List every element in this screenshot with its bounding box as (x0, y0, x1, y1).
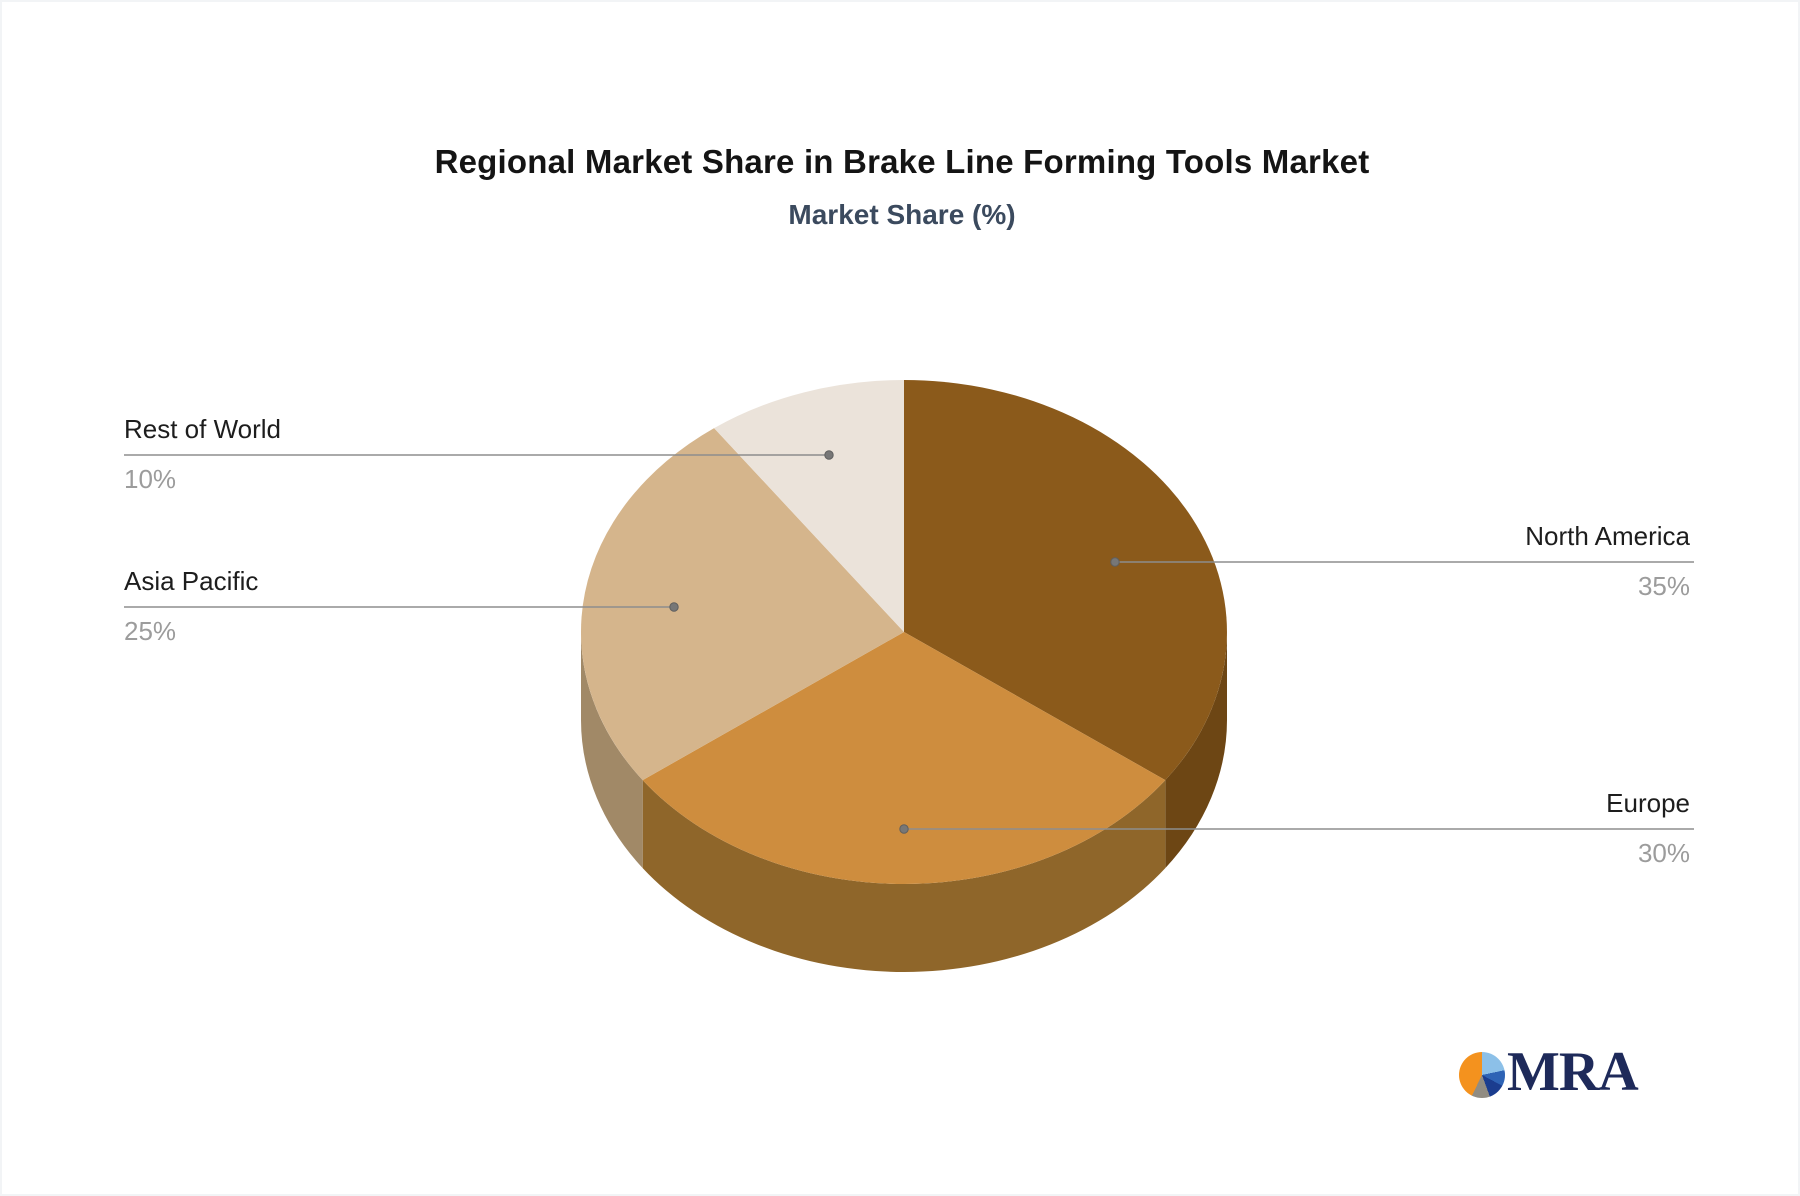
callout-label-asia-pacific: Asia Pacific (124, 566, 259, 596)
brand-logo-text: MRA (1507, 1041, 1639, 1103)
pie-logo-icon (1459, 1052, 1505, 1098)
chart-subtitle: Market Share (%) (788, 199, 1016, 230)
leader-dot-europe (899, 824, 909, 834)
pie-sides (581, 632, 1227, 972)
callout-pct-europe: 30% (1637, 838, 1690, 868)
pie-tops (580, 380, 1227, 884)
leader-dot-rest-of-world (824, 450, 834, 460)
leader-dot-north-america (1110, 557, 1120, 567)
pie-slice-rest-of-world[interactable] (714, 380, 904, 632)
callout-pct-asia-pacific: 25% (124, 616, 177, 646)
pie-slice-side-asia-pacific (581, 632, 643, 869)
leader-dot-asia-pacific (669, 602, 679, 612)
pie-slice-north-america[interactable] (904, 380, 1227, 781)
callout-pct-rest-of-world: 10% (124, 464, 177, 494)
callout-label-north-america: North America (1525, 521, 1690, 551)
pie-slice-side-north-america (1165, 632, 1227, 869)
chart-title: Regional Market Share in Brake Line Form… (434, 143, 1370, 180)
pie-slice-europe[interactable] (642, 632, 1166, 884)
pie-leader-lines (124, 450, 1694, 834)
callout-label-rest-of-world: Rest of World (124, 414, 282, 444)
callout-label-europe: Europe (1606, 788, 1690, 818)
pie-slice-asia-pacific[interactable] (580, 428, 904, 781)
pie-slice-side-europe (642, 780, 1166, 972)
brand-logo: MRA (1459, 1041, 1639, 1103)
callout-pct-north-america: 35% (1637, 571, 1690, 601)
